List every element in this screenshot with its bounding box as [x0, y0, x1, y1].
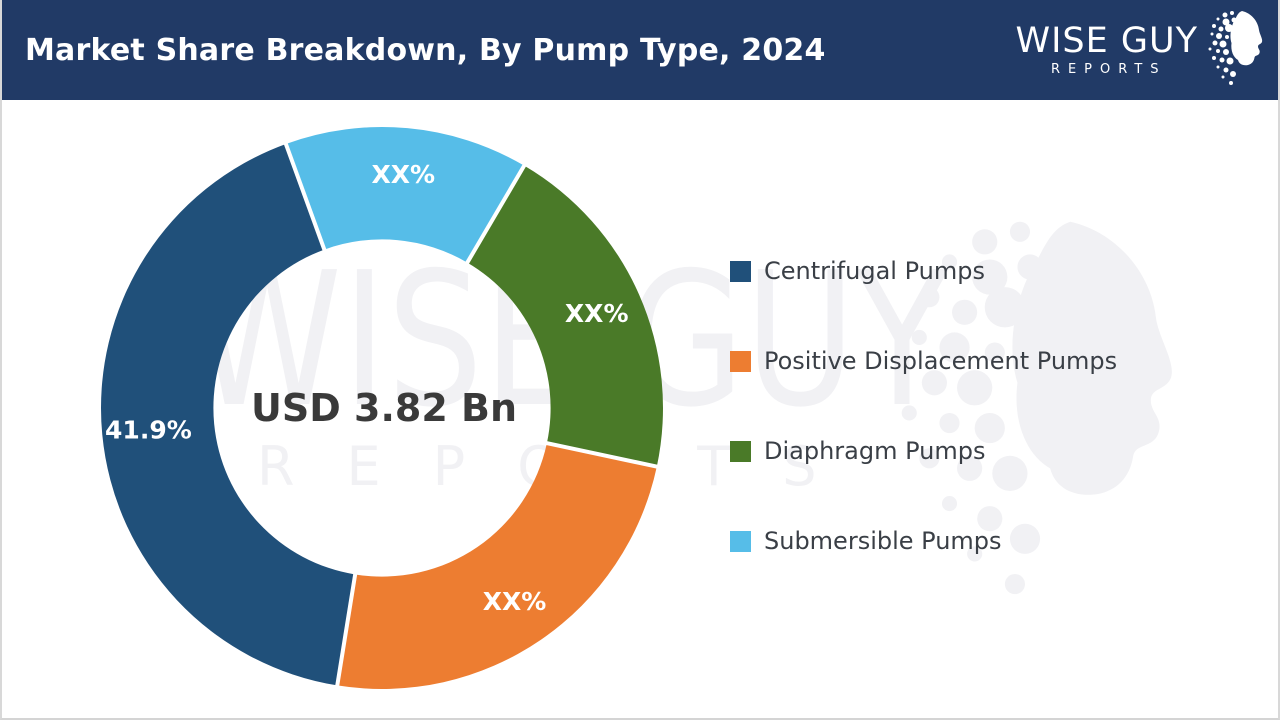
slice-separator: [465, 163, 527, 265]
slice-separator: [283, 142, 327, 252]
legend-swatch: [730, 530, 751, 552]
slice-label-3: XX%: [371, 160, 435, 189]
legend-label: Submersible Pumps: [764, 527, 1002, 555]
slice-separator: [335, 573, 358, 687]
legend-item-3: Submersible Pumps: [730, 527, 1117, 555]
donut-slice-0: [101, 143, 356, 686]
legend-label: Diaphragm Pumps: [764, 437, 986, 465]
brand-head-icon: [1208, 11, 1263, 85]
legend-swatch: [730, 350, 751, 372]
chart-center-value: USD 3.82 Bn: [251, 386, 517, 430]
legend-label: Centrifugal Pumps: [764, 257, 985, 285]
chart-legend: Centrifugal Pumps Positive Displacement P…: [730, 257, 1118, 618]
legend-label: Positive Displacement Pumps: [764, 347, 1118, 375]
donut-slice-2: [467, 165, 663, 467]
brand-tagline: REPORTS: [1050, 61, 1167, 77]
legend-item-2: Diaphragm Pumps: [730, 437, 1117, 465]
slice-label-0: 41.9%: [105, 416, 192, 445]
donut-chart: 41.9% XX% XX% XX%: [101, 126, 663, 689]
slice-label-2: XX%: [565, 299, 629, 328]
legend-item-0: Centrifugal Pumps: [730, 257, 1117, 285]
legend-item-1: Positive Displacement Pumps: [730, 347, 1118, 375]
brand-text: WISE GUY REPORTS: [1015, 23, 1198, 77]
chart-area: WISE GUY REPORTS 41.9%XX%XX%XX% USD 3.82…: [2, 100, 1278, 718]
page-title: Market Share Breakdown, By Pump Type, 20…: [25, 32, 826, 68]
donut-slice-3: [285, 126, 525, 263]
slice-label-1: XX%: [483, 587, 547, 616]
brand-name: WISE GUY: [1015, 21, 1198, 62]
legend-swatch: [730, 440, 751, 462]
header: Market Share Breakdown, By Pump Type, 20…: [2, 0, 1278, 100]
slice-separator: [545, 441, 659, 469]
brand-logo: WISE GUY REPORTS: [1015, 10, 1264, 90]
legend-swatch: [730, 260, 751, 282]
donut-slice-1: [337, 443, 657, 689]
